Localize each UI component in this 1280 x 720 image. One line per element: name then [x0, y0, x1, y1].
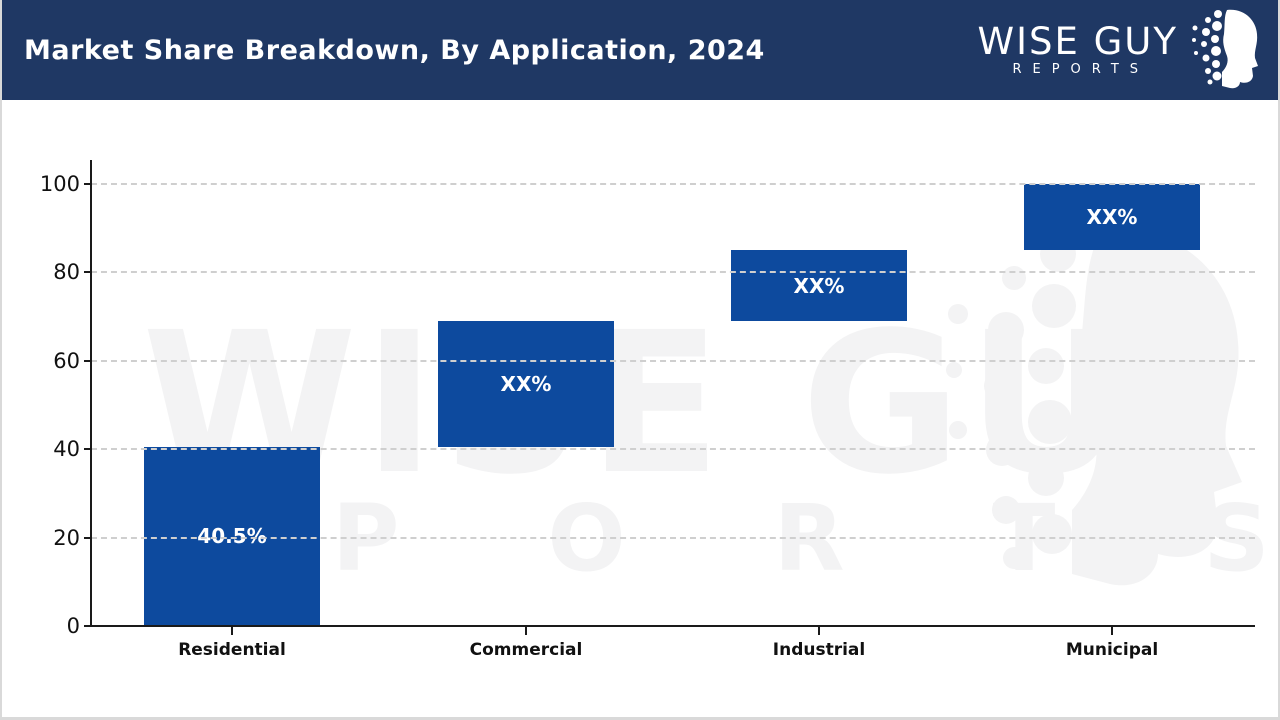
- face-profile-icon: [1182, 6, 1260, 94]
- y-tick-mark-60: [84, 359, 91, 362]
- bar-value-label-industrial: XX%: [793, 273, 845, 298]
- bar-commercial[interactable]: XX%: [438, 321, 614, 447]
- y-tick-label-20: 20: [53, 525, 80, 550]
- y-tick-label-80: 80: [53, 260, 80, 285]
- bar-value-label-municipal: XX%: [1086, 205, 1138, 230]
- y-axis: [90, 160, 92, 627]
- y-tick-label-0: 0: [66, 614, 80, 638]
- y-tick-mark-0: [84, 625, 91, 627]
- header-bar: Market Share Breakdown, By Application, …: [2, 0, 1278, 100]
- gridline-y80: [91, 271, 1255, 274]
- x-tick-mark-industrial: [818, 627, 820, 635]
- y-tick-mark-40: [84, 448, 91, 451]
- bar-value-label-residential: 40.5%: [197, 524, 267, 549]
- brand-logo: WISE GUY REPORTS: [978, 8, 1260, 92]
- x-tick-mark-residential: [231, 627, 233, 635]
- x-axis: [90, 625, 1255, 627]
- bar-residential[interactable]: 40.5%: [144, 446, 320, 626]
- y-tick-mark-80: [84, 271, 91, 274]
- x-tick-mark-commercial: [525, 627, 527, 635]
- brand-name: WISE GUY: [977, 20, 1178, 64]
- bar-industrial[interactable]: XX%: [731, 250, 907, 322]
- y-tick-label-60: 60: [53, 348, 80, 373]
- gridline-y100: [91, 183, 1255, 185]
- gridline-y20: [91, 536, 1255, 539]
- x-tick-label-commercial: Commercial: [469, 640, 583, 660]
- y-tick-label-100: 100: [39, 172, 80, 196]
- bar-value-label-commercial: XX%: [500, 372, 552, 396]
- x-tick-label-residential: Residential: [178, 640, 286, 660]
- brand-logo-text: WISE GUY REPORTS: [977, 20, 1178, 77]
- gridline-y40: [91, 448, 1255, 451]
- x-tick-mark-municipal: [1111, 627, 1113, 635]
- gridline-y60: [91, 359, 1255, 362]
- y-tick-mark-20: [84, 536, 91, 539]
- page-title: Market Share Breakdown, By Application, …: [24, 34, 765, 66]
- brand-subname: REPORTS: [1012, 61, 1150, 77]
- x-tick-label-industrial: Industrial: [772, 640, 866, 660]
- y-tick-mark-100: [84, 183, 91, 185]
- bar-municipal[interactable]: XX%: [1024, 184, 1200, 251]
- y-tick-label-40: 40: [53, 437, 80, 462]
- x-tick-label-municipal: Municipal: [1065, 640, 1159, 660]
